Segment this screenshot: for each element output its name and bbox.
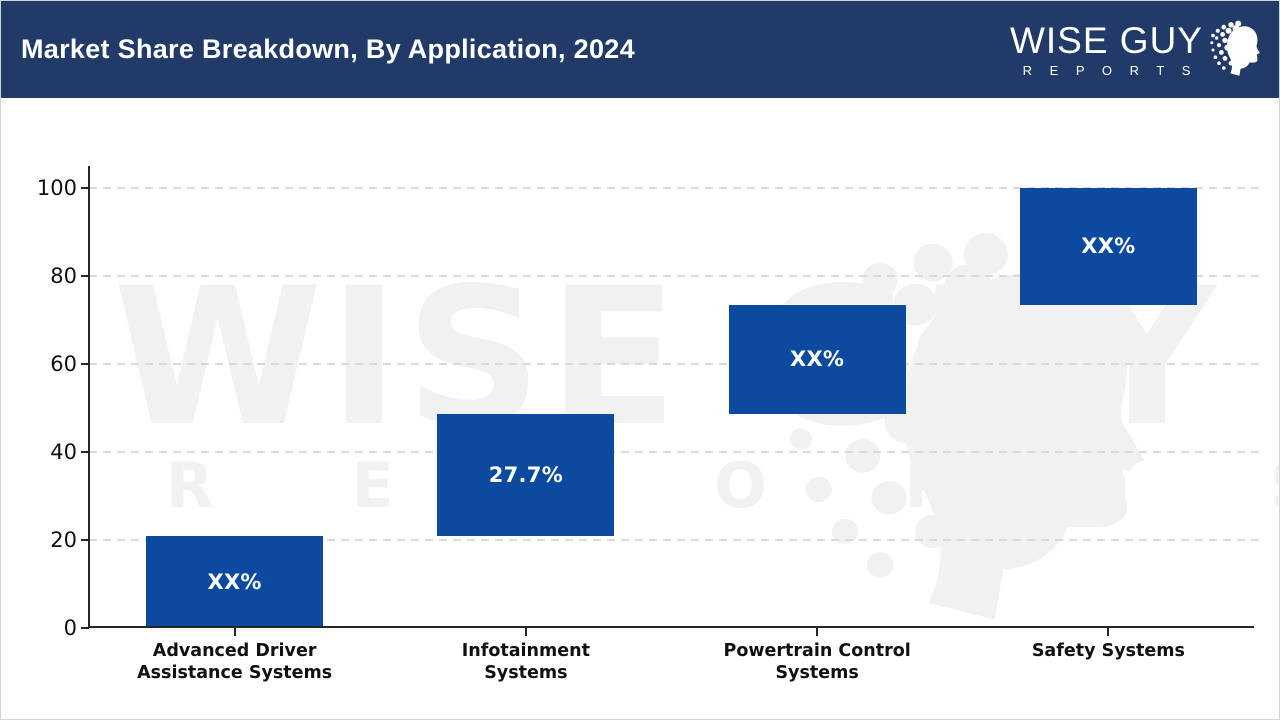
gridline-40 <box>89 451 1263 453</box>
x-category-label: Safety Systems <box>958 641 1258 663</box>
y-tick-label: 20 <box>50 528 77 552</box>
gridline-100 <box>89 187 1263 189</box>
bar: 27.7% <box>437 413 615 536</box>
x-category-label-line: Systems <box>484 662 568 683</box>
y-tick-mark <box>81 363 89 365</box>
bar-value-label: XX% <box>1081 234 1136 259</box>
y-tick-label: 60 <box>50 352 77 376</box>
header-bar: Market Share Breakdown, By Application, … <box>1 1 1279 98</box>
y-tick-mark <box>81 187 89 189</box>
brand-subname: R E P O R T S <box>1022 62 1198 78</box>
x-tick-mark <box>1107 628 1110 636</box>
brand-logo: WISE GUY R E P O R T S <box>1010 1 1267 98</box>
x-category-label-line: Powertrain Control <box>723 641 911 661</box>
x-category-label-line: Assistance Systems <box>137 662 333 683</box>
x-tick-mark <box>816 628 819 636</box>
page-title: Market Share Breakdown, By Application, … <box>21 34 635 64</box>
y-axis-line <box>88 166 90 628</box>
y-tick-mark <box>81 627 89 629</box>
bar: XX% <box>1019 188 1197 305</box>
x-category-label-line: Safety Systems <box>1031 641 1185 661</box>
x-axis-line <box>88 626 1254 628</box>
bar-value-label: 27.7% <box>488 462 564 487</box>
gridline-80 <box>89 275 1263 277</box>
x-tick-mark <box>524 628 527 636</box>
x-tick-mark <box>233 628 236 636</box>
dotted-head-profile-icon <box>1210 20 1260 76</box>
y-tick-mark <box>81 451 89 453</box>
bar: XX% <box>146 535 324 628</box>
y-tick-label: 0 <box>63 616 77 640</box>
y-tick-label: 40 <box>50 440 77 464</box>
bar-value-label: XX% <box>789 347 845 372</box>
x-category-label-line: Systems <box>775 662 859 683</box>
brand-logo-text: WISE GUY R E P O R T S <box>1009 19 1203 78</box>
y-tick-mark <box>81 275 89 277</box>
x-category-label: Infotainment Systems <box>376 641 676 684</box>
bar: XX% <box>728 304 906 414</box>
y-tick-label: 80 <box>50 264 77 288</box>
bar-value-label: XX% <box>207 569 262 594</box>
x-category-label-line: Infotainment <box>461 641 590 661</box>
brand-name: WISE GUY <box>1009 19 1203 61</box>
y-tick-mark <box>81 539 89 541</box>
gridline-20 <box>89 539 1263 541</box>
y-tick-label: 100 <box>36 176 77 200</box>
x-category-label-line: Advanced Driver <box>152 641 317 661</box>
gridline-60 <box>89 363 1263 365</box>
x-category-label: Advanced Driver Assistance Systems <box>85 641 385 684</box>
x-category-label: Powertrain Control Systems <box>667 641 967 684</box>
